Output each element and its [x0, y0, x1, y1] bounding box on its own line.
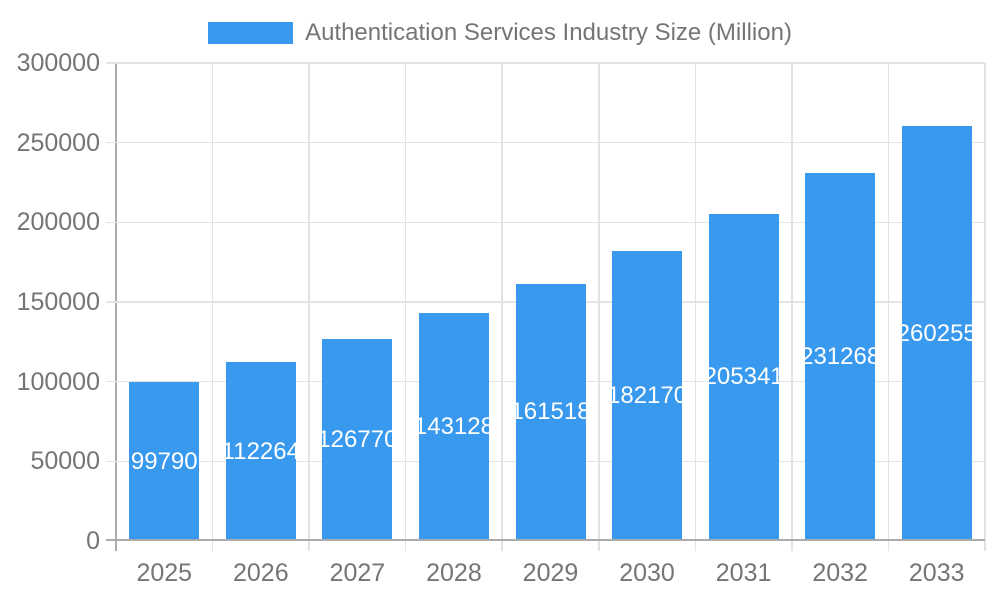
- bar: [129, 382, 200, 539]
- bar-value-label: 99790: [130, 447, 198, 475]
- bar: [708, 213, 779, 539]
- bar-value-label: 161518: [510, 398, 591, 426]
- x-tick-label: 2032: [812, 559, 868, 587]
- horizontal-gridline: [106, 141, 985, 144]
- legend-item[interactable]: Authentication Services Industry Size (M…: [0, 16, 1000, 50]
- bar-value-label: 231268: [800, 342, 881, 370]
- y-tick-label: 300000: [16, 49, 100, 77]
- legend-label: Authentication Services Industry Size (M…: [305, 19, 792, 46]
- y-tick-label: 50000: [30, 447, 100, 476]
- bar-value-label: 182170: [607, 381, 688, 409]
- horizontal-gridline: [106, 221, 985, 224]
- x-axis-line: [106, 539, 985, 541]
- x-axis-labels: 2025 2026 2027 2028 2029 2030 2031 2032 2033: [116, 557, 985, 591]
- bar: [418, 312, 489, 539]
- bar: [515, 283, 586, 539]
- bar: [805, 172, 876, 539]
- x-tick-label: 2033: [908, 559, 965, 587]
- bar-value-label: 112264: [221, 437, 300, 465]
- vertical-gridline: [598, 63, 600, 551]
- x-tick-label: 2025: [136, 559, 193, 587]
- x-tick-label: 2028: [426, 559, 482, 587]
- y-tick-label: 150000: [16, 288, 100, 316]
- legend-swatch: [208, 22, 294, 44]
- vertical-gridline: [501, 63, 503, 551]
- vertical-gridline: [984, 63, 986, 551]
- x-tick-label: 2029: [522, 559, 579, 587]
- vertical-gridline: [791, 63, 793, 551]
- horizontal-gridline: [106, 62, 985, 64]
- x-tick-label: 2027: [329, 559, 386, 587]
- y-tick-label: 200000: [16, 208, 100, 237]
- vertical-gridline: [887, 63, 890, 551]
- bar: [612, 250, 683, 539]
- y-axis-line: [115, 63, 117, 551]
- vertical-gridline: [211, 63, 214, 551]
- bar-value-label: 260255: [896, 319, 977, 347]
- bar: [225, 362, 296, 539]
- x-tick-label: 2030: [619, 559, 675, 587]
- bar: [901, 126, 972, 539]
- vertical-gridline: [694, 63, 697, 551]
- y-tick-label: 250000: [16, 128, 100, 157]
- y-tick-label: 0: [86, 527, 100, 555]
- vertical-gridline: [404, 63, 407, 551]
- vertical-gridline: [308, 63, 310, 551]
- bar-value-label: 143128: [413, 412, 494, 440]
- y-axis-labels: 0 50000 100000 150000 200000 250000 300000: [0, 49, 100, 555]
- plot-area: 99790 112264 126770 143128 161518 182170 20534…: [106, 62, 986, 551]
- bar-value-label: 205341: [703, 363, 784, 391]
- bar: [322, 339, 393, 539]
- y-tick-label: 100000: [16, 367, 100, 396]
- x-tick-label: 2031: [715, 559, 772, 587]
- bar-value-label: 126770: [317, 426, 398, 453]
- x-tick-label: 2026: [233, 559, 289, 587]
